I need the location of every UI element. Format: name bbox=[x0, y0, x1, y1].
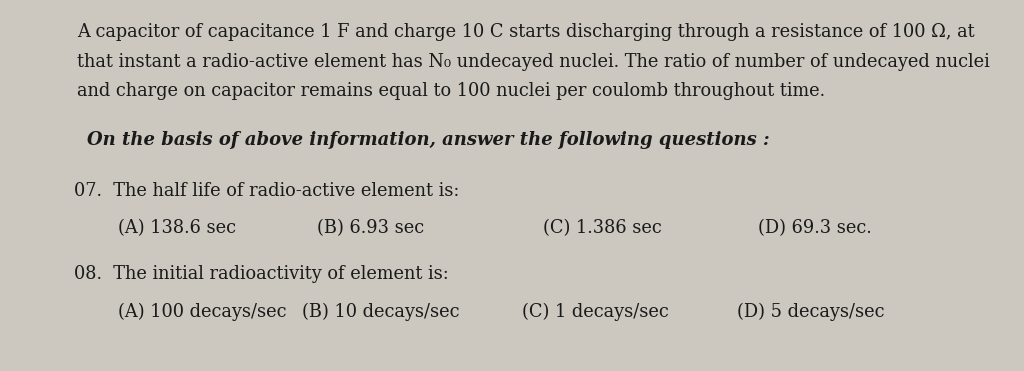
Text: that instant a radio-active element has N₀ undecayed nuclei. The ratio of number: that instant a radio-active element has … bbox=[77, 53, 989, 71]
Text: A capacitor of capacitance 1 F and charge 10 C starts discharging through a resi: A capacitor of capacitance 1 F and charg… bbox=[77, 23, 975, 41]
Text: On the basis of above information, answer the following questions :: On the basis of above information, answe… bbox=[87, 131, 770, 149]
Text: (C) 1 decays/sec: (C) 1 decays/sec bbox=[522, 302, 669, 321]
Text: (B) 6.93 sec: (B) 6.93 sec bbox=[317, 219, 425, 237]
Text: 07.  The half life of radio-active element is:: 07. The half life of radio-active elemen… bbox=[74, 182, 459, 200]
Text: (A) 138.6 sec: (A) 138.6 sec bbox=[118, 219, 236, 237]
Text: (A) 100 decays/sec: (A) 100 decays/sec bbox=[118, 302, 287, 321]
Text: (D) 69.3 sec.: (D) 69.3 sec. bbox=[758, 219, 871, 237]
Text: and charge on capacitor remains equal to 100 nuclei per coulomb throughout time.: and charge on capacitor remains equal to… bbox=[77, 82, 825, 101]
Text: (B) 10 decays/sec: (B) 10 decays/sec bbox=[302, 302, 460, 321]
Text: 08.  The initial radioactivity of element is:: 08. The initial radioactivity of element… bbox=[74, 265, 449, 283]
Text: (D) 5 decays/sec: (D) 5 decays/sec bbox=[737, 302, 885, 321]
Text: (C) 1.386 sec: (C) 1.386 sec bbox=[543, 219, 662, 237]
